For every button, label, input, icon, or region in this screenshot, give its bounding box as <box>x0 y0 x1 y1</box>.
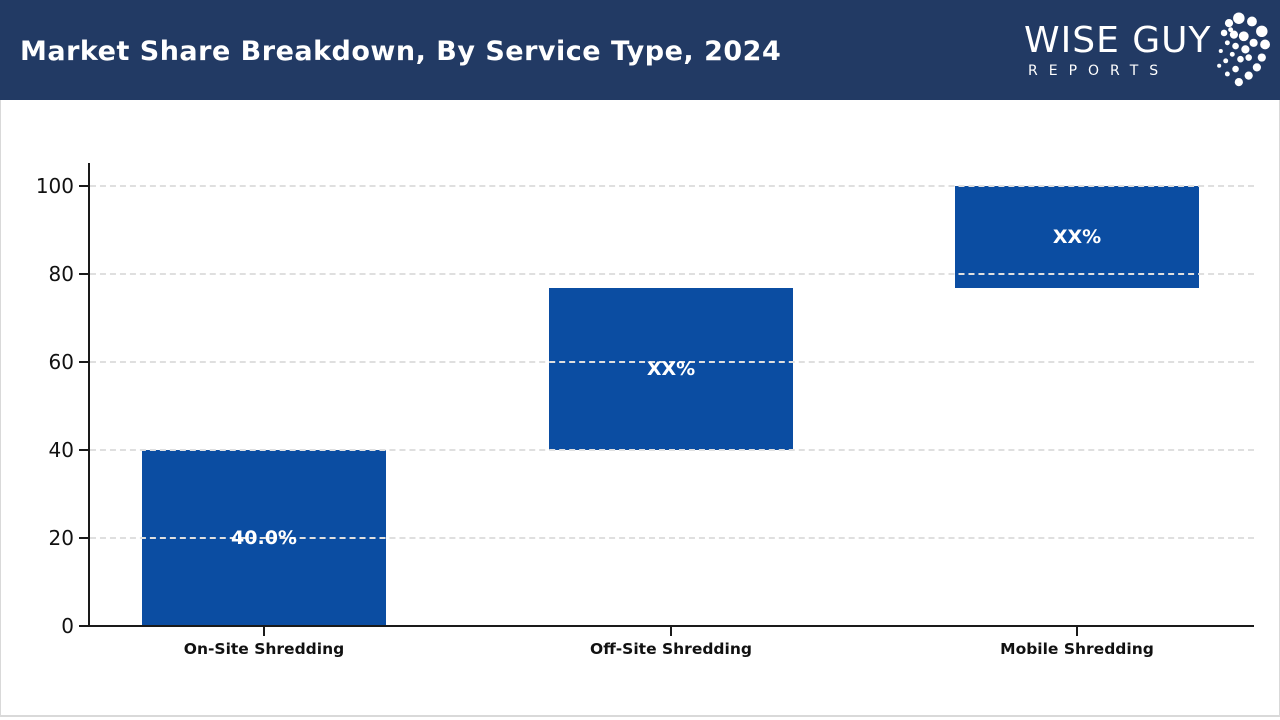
header-banner: Market Share Breakdown, By Service Type,… <box>0 0 1280 100</box>
y-axis-tick <box>79 185 88 187</box>
y-axis-tick-label: 60 <box>48 350 74 374</box>
y-axis-tick-label: 20 <box>48 526 74 550</box>
y-axis-tick <box>79 449 88 451</box>
logo-text: WISE GUY REPORTS <box>1024 22 1212 79</box>
bar-value-label: 40.0% <box>231 527 297 549</box>
x-axis-category-label: Mobile Shredding <box>1000 640 1154 658</box>
x-axis-tick <box>263 627 265 636</box>
y-axis-tick <box>79 625 88 627</box>
gridline <box>90 273 1254 275</box>
y-axis-tick-label: 100 <box>35 174 74 198</box>
bar-2 <box>549 288 793 450</box>
x-axis-category-label: On-Site Shredding <box>183 640 345 658</box>
x-axis-line <box>88 625 1254 627</box>
y-axis-line <box>88 163 90 627</box>
x-axis-category-label: Off-Site Shredding <box>590 640 752 658</box>
y-axis-tick-label: 0 <box>61 614 74 638</box>
y-axis-tick-label: 40 <box>48 438 74 462</box>
y-axis-tick <box>79 273 88 275</box>
chart-title: Market Share Breakdown, By Service Type,… <box>20 36 782 67</box>
logo-reports-label: REPORTS <box>1028 62 1170 79</box>
gridline <box>90 361 1254 363</box>
y-axis-tick <box>79 361 88 363</box>
logo-dots-head-icon <box>1217 12 1270 87</box>
bar-value-label: XX% <box>646 358 696 381</box>
gridline <box>90 185 1254 187</box>
gridline <box>90 537 1254 539</box>
y-axis-tick-label: 80 <box>48 262 74 286</box>
wise-guy-reports-logo: WISE GUY REPORTS <box>1012 6 1272 96</box>
y-axis-tick <box>79 537 88 539</box>
bar-value-label: XX% <box>1052 226 1102 249</box>
logo-wiseguy-label: WISE GUY <box>1024 20 1212 61</box>
gridline <box>90 449 1254 451</box>
x-axis-tick <box>670 627 672 636</box>
x-axis-tick <box>1076 627 1078 636</box>
